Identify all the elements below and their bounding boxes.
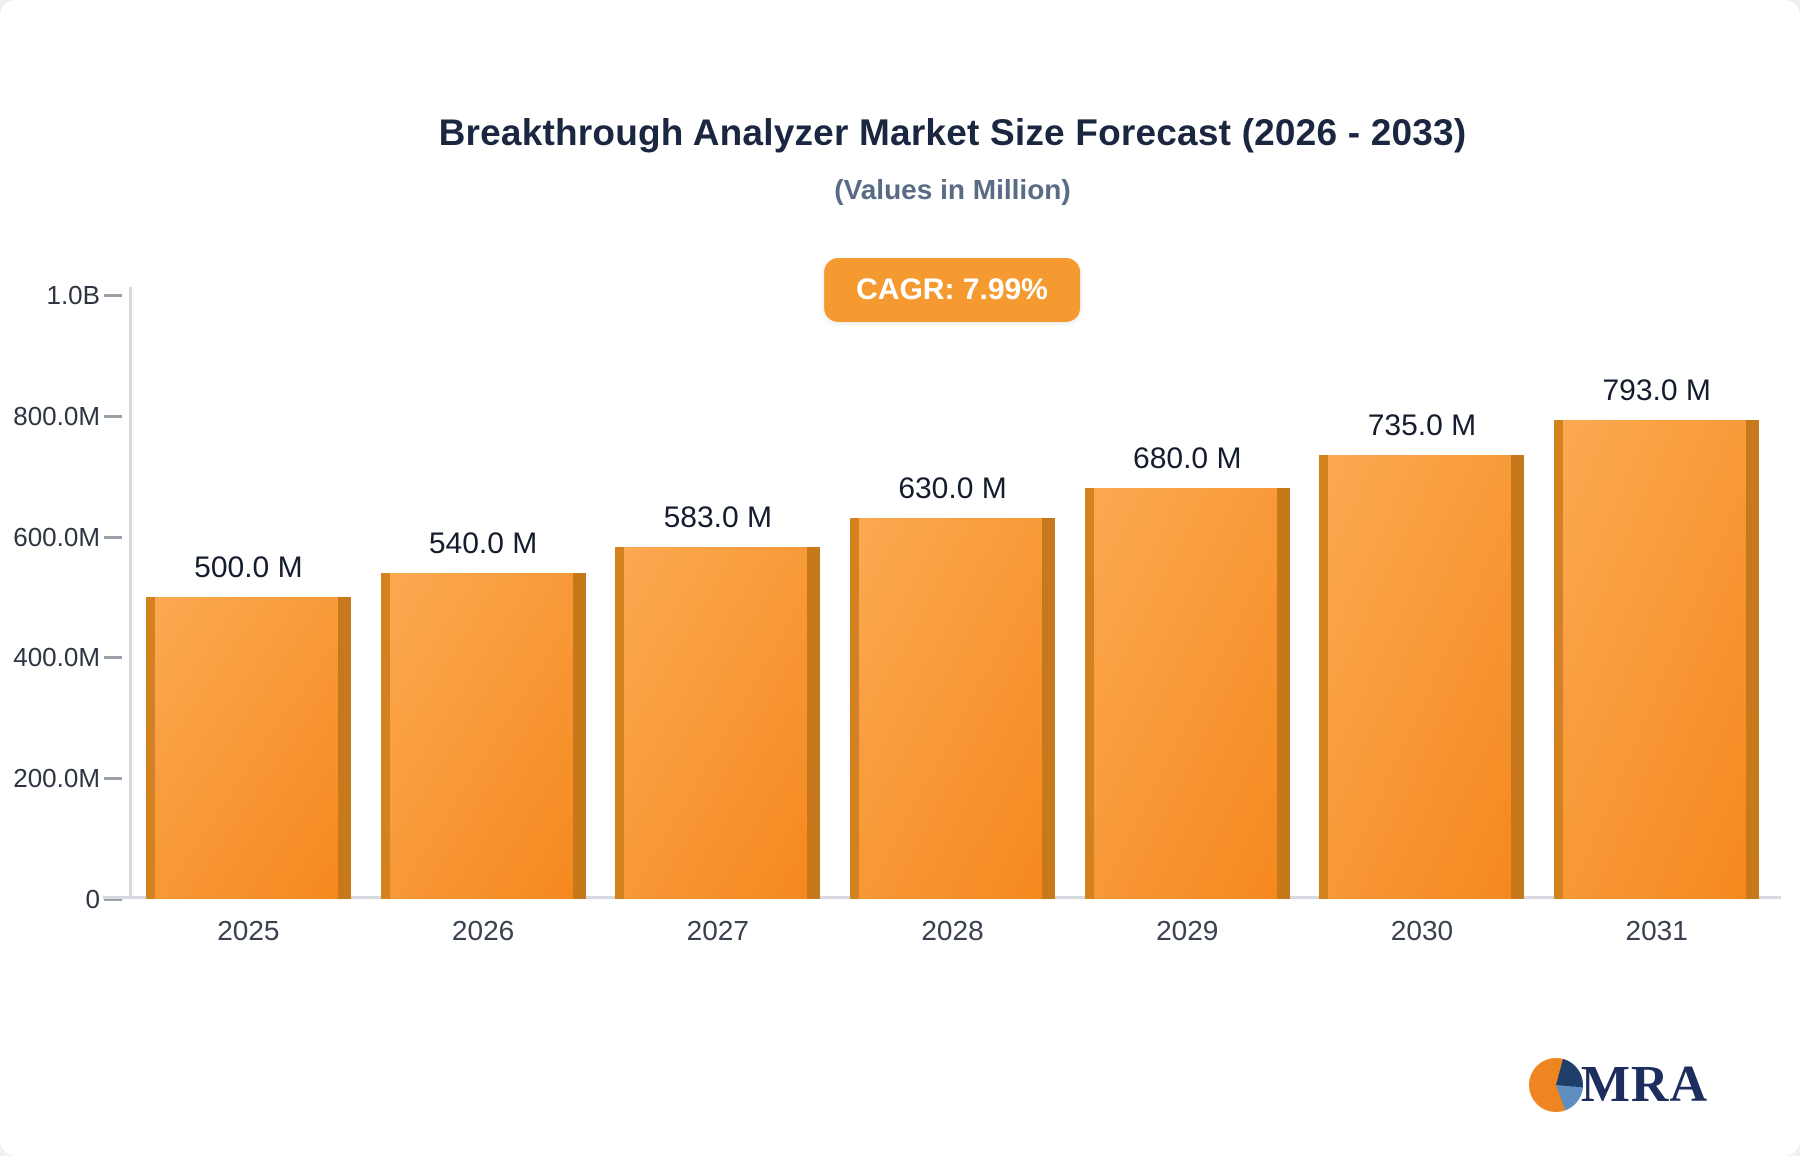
y-tick-mark: [104, 777, 122, 781]
y-tick-label: 1.0B: [46, 280, 101, 310]
bar-group-2031: 793.0 M: [1539, 295, 1774, 899]
chart-title: Breakthrough Analyzer Market Size Foreca…: [438, 112, 1467, 153]
bar-2029: [1084, 488, 1290, 899]
x-tick-label: 2027: [686, 915, 749, 946]
x-tick-label: 2025: [217, 915, 280, 946]
x-tick-label: 2026: [451, 915, 515, 946]
bar-2031: [1554, 420, 1760, 899]
x-tick-label: 2028: [921, 915, 984, 946]
bar-2027: [615, 547, 821, 899]
y-tick-mark: [104, 898, 122, 901]
y-tick-label: 800.0M: [13, 400, 100, 431]
x-tick-label: 2031: [1625, 915, 1688, 946]
bar-chart: 0 200.0M 400.0M 600.0M 800.0M 1.0B 500.0 M 540…: [0, 282, 1800, 946]
bar-group-2030: 735.0 M: [1305, 295, 1540, 899]
bar-2028: [850, 518, 1056, 899]
y-tick-label: 0: [85, 884, 100, 914]
y-axis-line: [129, 287, 132, 899]
bar-value-label: 735.0 M: [1367, 409, 1477, 442]
bar-group-2025: 500.0 M: [131, 295, 366, 899]
x-tick-label: 2030: [1390, 915, 1454, 946]
pie-chart-logo-icon: [1528, 1057, 1583, 1112]
bar-value-label: 793.0 M: [1602, 374, 1711, 407]
y-tick-mark: [104, 294, 122, 297]
y-tick-label: 400.0M: [13, 642, 100, 673]
bar-group-2028: 630.0 M: [835, 295, 1070, 899]
bar-2030: [1319, 455, 1525, 899]
bar-value-label: 500.0 M: [194, 551, 303, 584]
bar-value-label: 540.0 M: [428, 527, 538, 560]
y-axis-labels: 0 200.0M 400.0M 600.0M 800.0M 1.0B: [0, 282, 122, 912]
cagr-badge: CAGR: 7.99%: [824, 258, 1080, 322]
brand-logo: MRA: [1528, 1055, 1708, 1114]
y-tick-mark: [104, 535, 122, 539]
bar-value-label: 680.0 M: [1133, 442, 1242, 475]
plot-area: 500.0 M 540.0 M 583.0 M 630.0 M 680.0 M 735.0…: [103, 287, 1781, 899]
bars-container: 500.0 M 540.0 M 583.0 M 630.0 M 680.0 M 735.0…: [131, 295, 1774, 899]
y-tick-label: 200.0M: [13, 763, 100, 794]
bar-group-2026: 540.0 M: [366, 295, 601, 899]
brand-name: MRA: [1580, 1056, 1708, 1113]
bar-2026: [380, 573, 586, 899]
bar-group-2029: 680.0 M: [1070, 295, 1305, 899]
bar-value-label: 630.0 M: [898, 472, 1007, 505]
chart-subtitle: (Values in Million): [834, 174, 1071, 205]
x-axis-labels: 2025 2026 2027 2028 2029 2030 2031: [131, 915, 1774, 947]
y-tick-label: 600.0M: [13, 521, 100, 552]
bar-value-label: 583.0 M: [663, 501, 772, 534]
y-tick-mark: [104, 414, 122, 418]
bar-2025: [145, 597, 351, 899]
x-tick-label: 2029: [1156, 915, 1219, 946]
y-tick-mark: [104, 656, 122, 660]
bar-group-2027: 583.0 M: [600, 295, 835, 899]
